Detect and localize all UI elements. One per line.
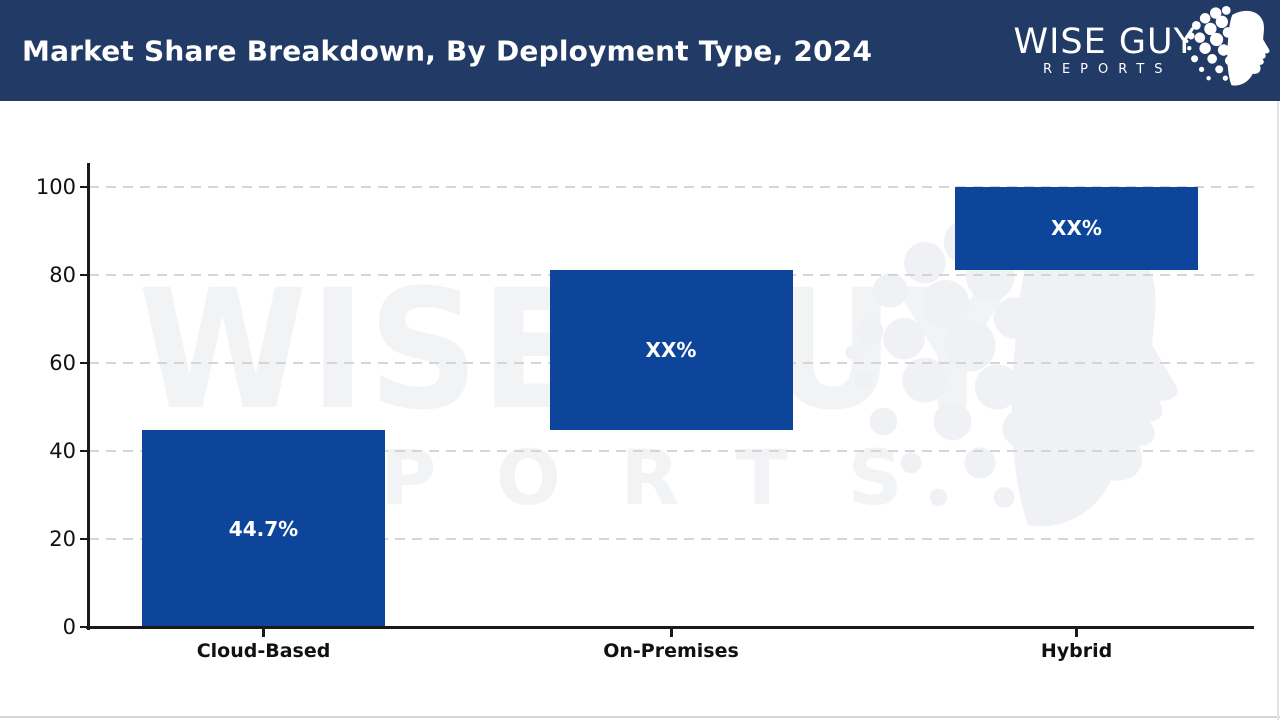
x-axis-label-hybrid: Hybrid [1040, 640, 1113, 662]
y-tick-mark-100 [80, 186, 88, 188]
y-tick-mark-0 [80, 626, 88, 628]
gridline-20 [89, 538, 1254, 540]
brand-subname: REPORTS [1042, 61, 1173, 77]
bar-value-label-hybrid: XX% [1051, 216, 1102, 241]
y-tick-mark-20 [80, 538, 88, 540]
y-tick-label-0: 0 [62, 615, 76, 639]
y-tick-label-40: 40 [49, 439, 76, 463]
y-tick-label-20: 20 [49, 527, 76, 551]
y-tick-label-80: 80 [49, 263, 76, 287]
dotted-face-profile-icon [1184, 6, 1270, 86]
y-tick-label-60: 60 [49, 351, 76, 375]
bar-cloud-based [142, 430, 385, 627]
x-tick-mark-cloud-based [262, 629, 265, 637]
brand-logo-text: WISE GUY REPORTS [1013, 21, 1196, 77]
y-tick-label-100: 100 [35, 175, 76, 199]
bar-value-label-on-premises: XX% [645, 338, 697, 363]
x-tick-mark-on-premises [669, 629, 673, 637]
right-edge-line [1277, 101, 1279, 720]
bar-on-premises [549, 269, 793, 431]
y-tick-mark-60 [80, 362, 88, 364]
y-tick-mark-80 [80, 274, 88, 276]
bar-value-label-cloud-based: 44.7% [228, 516, 299, 541]
header-bar: Market Share Breakdown, By Deployment Ty… [0, 0, 1280, 101]
gridline-40 [89, 450, 1254, 452]
y-tick-mark-40 [80, 450, 88, 452]
x-axis-line [86, 626, 1254, 629]
x-axis-label-on-premises: On-Premises [603, 640, 739, 662]
bar-hybrid [955, 187, 1198, 270]
brand-logo: WISE GUY REPORTS [1013, 4, 1274, 96]
x-axis-label-cloud-based: Cloud-Based [196, 640, 331, 662]
x-tick-mark-hybrid [1075, 629, 1078, 637]
bottom-divider-line [0, 716, 1280, 718]
brand-name: WISE GUY [1013, 21, 1196, 62]
page-title: Market Share Breakdown, By Deployment Ty… [22, 34, 873, 67]
y-axis-line [87, 163, 90, 630]
gridline-100 [89, 186, 1254, 188]
